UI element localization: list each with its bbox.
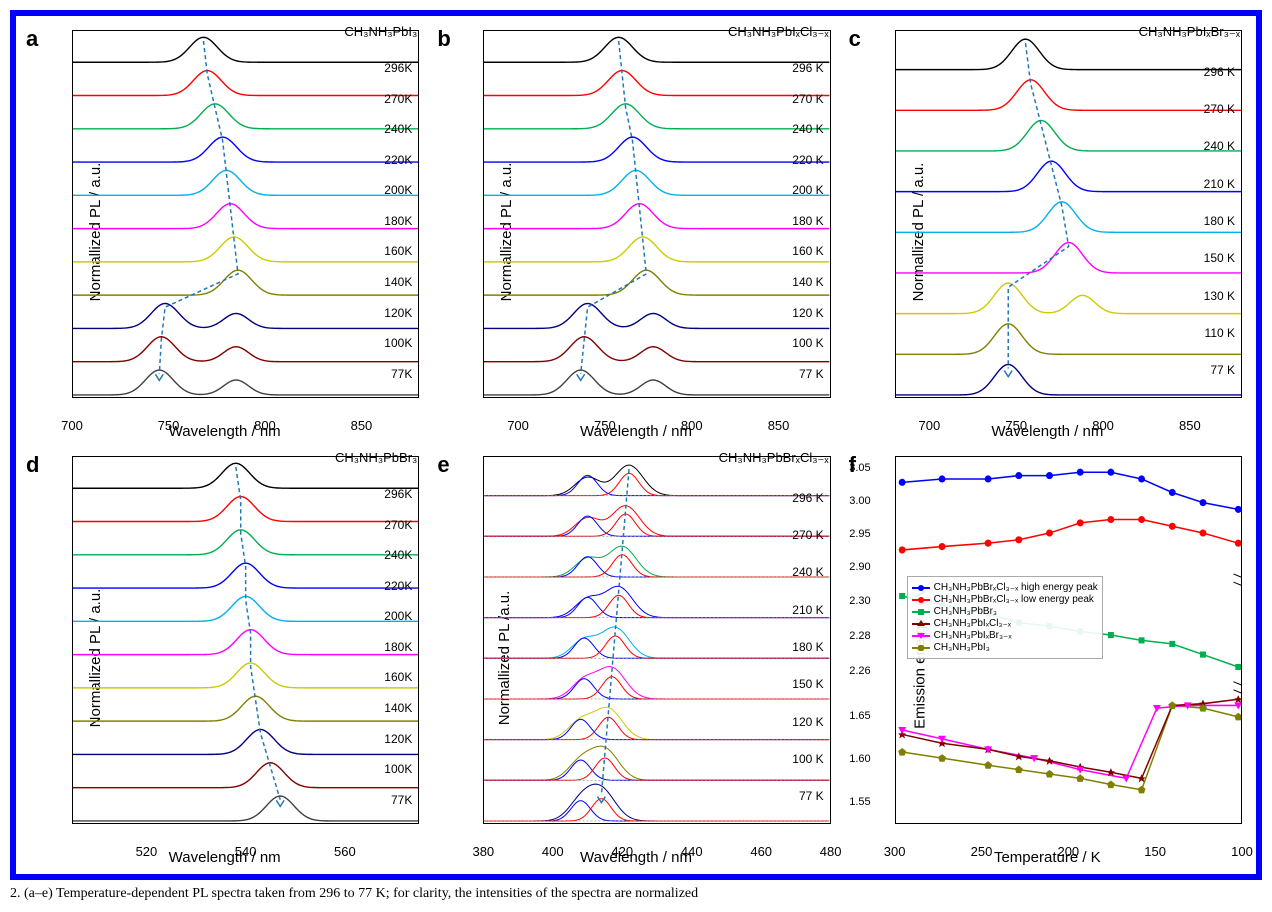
panel-d-xlabel: Wavelength / nm: [169, 849, 281, 866]
panel-a-xlabel: Wavelength / nm: [169, 423, 281, 440]
panel-c-xlabel: Wavelength / nm: [991, 423, 1103, 440]
panel-b-temps: 296 K270 K240 K220 K200 K180 K160 K140 K…: [792, 53, 823, 389]
panel-a-label: a: [26, 26, 38, 52]
panel-f-xlabel: Temperature / K: [994, 849, 1101, 866]
panel-c: c CH₃NH₃PbIₓBr₃₋ₓ Normallized PL / a.u. …: [843, 20, 1252, 444]
panel-b-svg: [484, 31, 829, 397]
panel-e-xlabel: Wavelength / nm: [580, 849, 692, 866]
panel-e-plot: 296 K270 K240 K210 K180 K150 K120 K100 K…: [483, 456, 830, 824]
panel-c-svg: [896, 31, 1241, 397]
panel-b-label: b: [437, 26, 450, 52]
panel-b-xlabel: Wavelength / nm: [580, 423, 692, 440]
panel-d: d CH₃NH₃PbBr₃ Normallized PL / a.u. 296K…: [20, 446, 429, 870]
figure-caption: 2. (a–e) Temperature-dependent PL spectr…: [10, 886, 1262, 902]
panel-f: f Emission energy / eV 3.053.002.952.902…: [843, 446, 1252, 870]
panel-a-title: CH₃NH₃PbI₃: [344, 24, 417, 39]
panel-a-temps: 296K270K240K220K200K180K160K140K120K100K…: [384, 53, 412, 389]
panel-a-plot: 296K270K240K220K200K180K160K140K120K100K…: [72, 30, 419, 398]
panel-d-temps: 296K270K240K220K200K180K160K140K120K100K…: [384, 479, 412, 815]
panel-d-plot: 296K270K240K220K200K180K160K140K120K100K…: [72, 456, 419, 824]
panel-e-svg: [484, 457, 829, 823]
panel-a-svg: [73, 31, 418, 397]
panel-b: b CH₃NH₃PbIₓCl₃₋ₓ Normallized PL / a.u. …: [431, 20, 840, 444]
figure-container: a CH₃NH₃PbI₃ Normallized PL / a.u. 296K2…: [10, 10, 1262, 880]
panel-c-temps: 296 K270 K240 K210 K180 K150 K130 K110 K…: [1204, 53, 1235, 389]
panel-e-title: CH₃NH₃PbBrₓCl₃₋ₓ: [719, 450, 829, 466]
panel-c-plot: 296 K270 K240 K210 K180 K150 K130 K110 K…: [895, 30, 1242, 398]
panel-d-svg: [73, 457, 418, 823]
panel-f-label: f: [849, 452, 856, 478]
panel-c-label: c: [849, 26, 861, 52]
panel-b-plot: 296 K270 K240 K220 K200 K180 K160 K140 K…: [483, 30, 830, 398]
panel-a: a CH₃NH₃PbI₃ Normallized PL / a.u. 296K2…: [20, 20, 429, 444]
panel-d-label: d: [26, 452, 39, 478]
panel-e-label: e: [437, 452, 449, 478]
panel-e: e CH₃NH₃PbBrₓCl₃₋ₓ Normallized PL /a.u. …: [431, 446, 840, 870]
panel-d-title: CH₃NH₃PbBr₃: [335, 450, 417, 465]
panel-c-title: CH₃NH₃PbIₓBr₃₋ₓ: [1139, 24, 1240, 40]
panel-f-legend: CH₃NH₃PbBrₓCl₃₋ₓ high energy peakCH₃NH₃P…: [907, 576, 1103, 659]
panel-b-title: CH₃NH₃PbIₓCl₃₋ₓ: [728, 24, 829, 40]
panel-e-temps: 296 K270 K240 K210 K180 K150 K120 K100 K…: [792, 479, 823, 815]
